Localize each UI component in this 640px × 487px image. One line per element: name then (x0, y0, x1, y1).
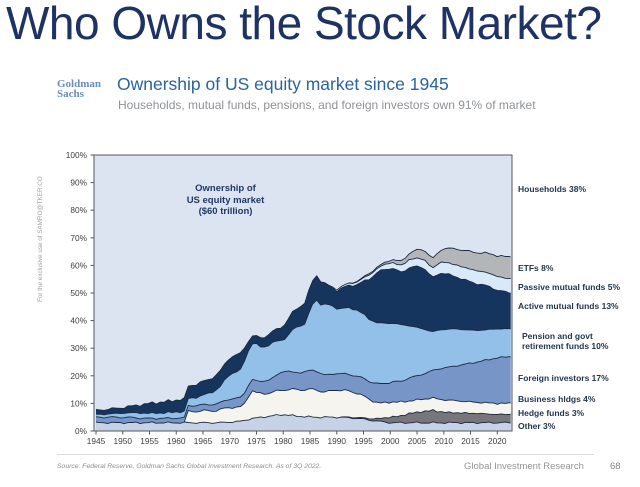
svg-text:50%: 50% (70, 288, 87, 298)
svg-text:100%: 100% (66, 150, 88, 160)
series-labels: Households 38% ETFs 8% Passive mutual fu… (516, 146, 640, 448)
series-label-hedge: Hedge funds 3% (518, 408, 585, 418)
series-label-passive: Passive mutual funds 5% (518, 282, 621, 292)
footer-divider (57, 454, 594, 455)
svg-text:1950: 1950 (114, 436, 133, 446)
svg-text:60%: 60% (70, 260, 87, 270)
svg-text:1985: 1985 (301, 436, 320, 446)
svg-text:40%: 40% (70, 316, 87, 326)
svg-text:1970: 1970 (221, 436, 240, 446)
svg-text:1960: 1960 (167, 436, 186, 446)
series-label-foreign: Foreign investors 17% (518, 373, 609, 383)
svg-text:1965: 1965 (194, 436, 213, 446)
svg-text:2010: 2010 (435, 436, 454, 446)
footer-source-note: Source: Federal Reserve, Goldman Sachs G… (57, 463, 322, 470)
chart-header-subtitle: Households, mutual funds, pensions, and … (118, 98, 536, 112)
page-title: Who Owns the Stock Market? (6, 0, 602, 49)
chart-header-title: Ownership of US equity market since 1945 (117, 74, 449, 94)
svg-text:90%: 90% (70, 178, 87, 188)
svg-text:2005: 2005 (408, 436, 427, 446)
svg-text:1945: 1945 (87, 436, 106, 446)
series-label-active: Active mutual funds 13% (518, 301, 619, 311)
series-label-etf: ETFs 8% (518, 263, 554, 273)
goldman-sachs-logo: Goldman Sachs (57, 78, 102, 100)
svg-text:20%: 20% (70, 371, 87, 381)
series-label-pension: Pension and govt retirement funds 10% (522, 331, 609, 351)
svg-text:30%: 30% (70, 343, 87, 353)
chart-annotation: Ownership of US equity market ($60 trill… (186, 183, 265, 217)
svg-text:1995: 1995 (354, 436, 373, 446)
svg-text:1990: 1990 (328, 436, 347, 446)
svg-text:1980: 1980 (274, 436, 293, 446)
svg-text:1975: 1975 (247, 436, 266, 446)
svg-text:2015: 2015 (461, 436, 480, 446)
series-label-households: Households 38% (518, 184, 587, 194)
svg-text:2020: 2020 (488, 436, 507, 446)
svg-text:70%: 70% (70, 233, 87, 243)
series-label-other: Other 3% (518, 421, 556, 431)
logo-line-1: Goldman (57, 78, 102, 90)
svg-text:2000: 2000 (381, 436, 400, 446)
svg-text:80%: 80% (70, 205, 87, 215)
series-label-business: Business hldgs 4% (518, 394, 596, 404)
svg-text:0%: 0% (75, 426, 88, 436)
svg-text:1955: 1955 (140, 436, 159, 446)
footer-division-label: Global Investment Research (464, 461, 584, 472)
logo-line-2: Sachs (57, 88, 84, 100)
footer-page-number: 68 (610, 461, 621, 472)
svg-text:10%: 10% (70, 398, 87, 408)
